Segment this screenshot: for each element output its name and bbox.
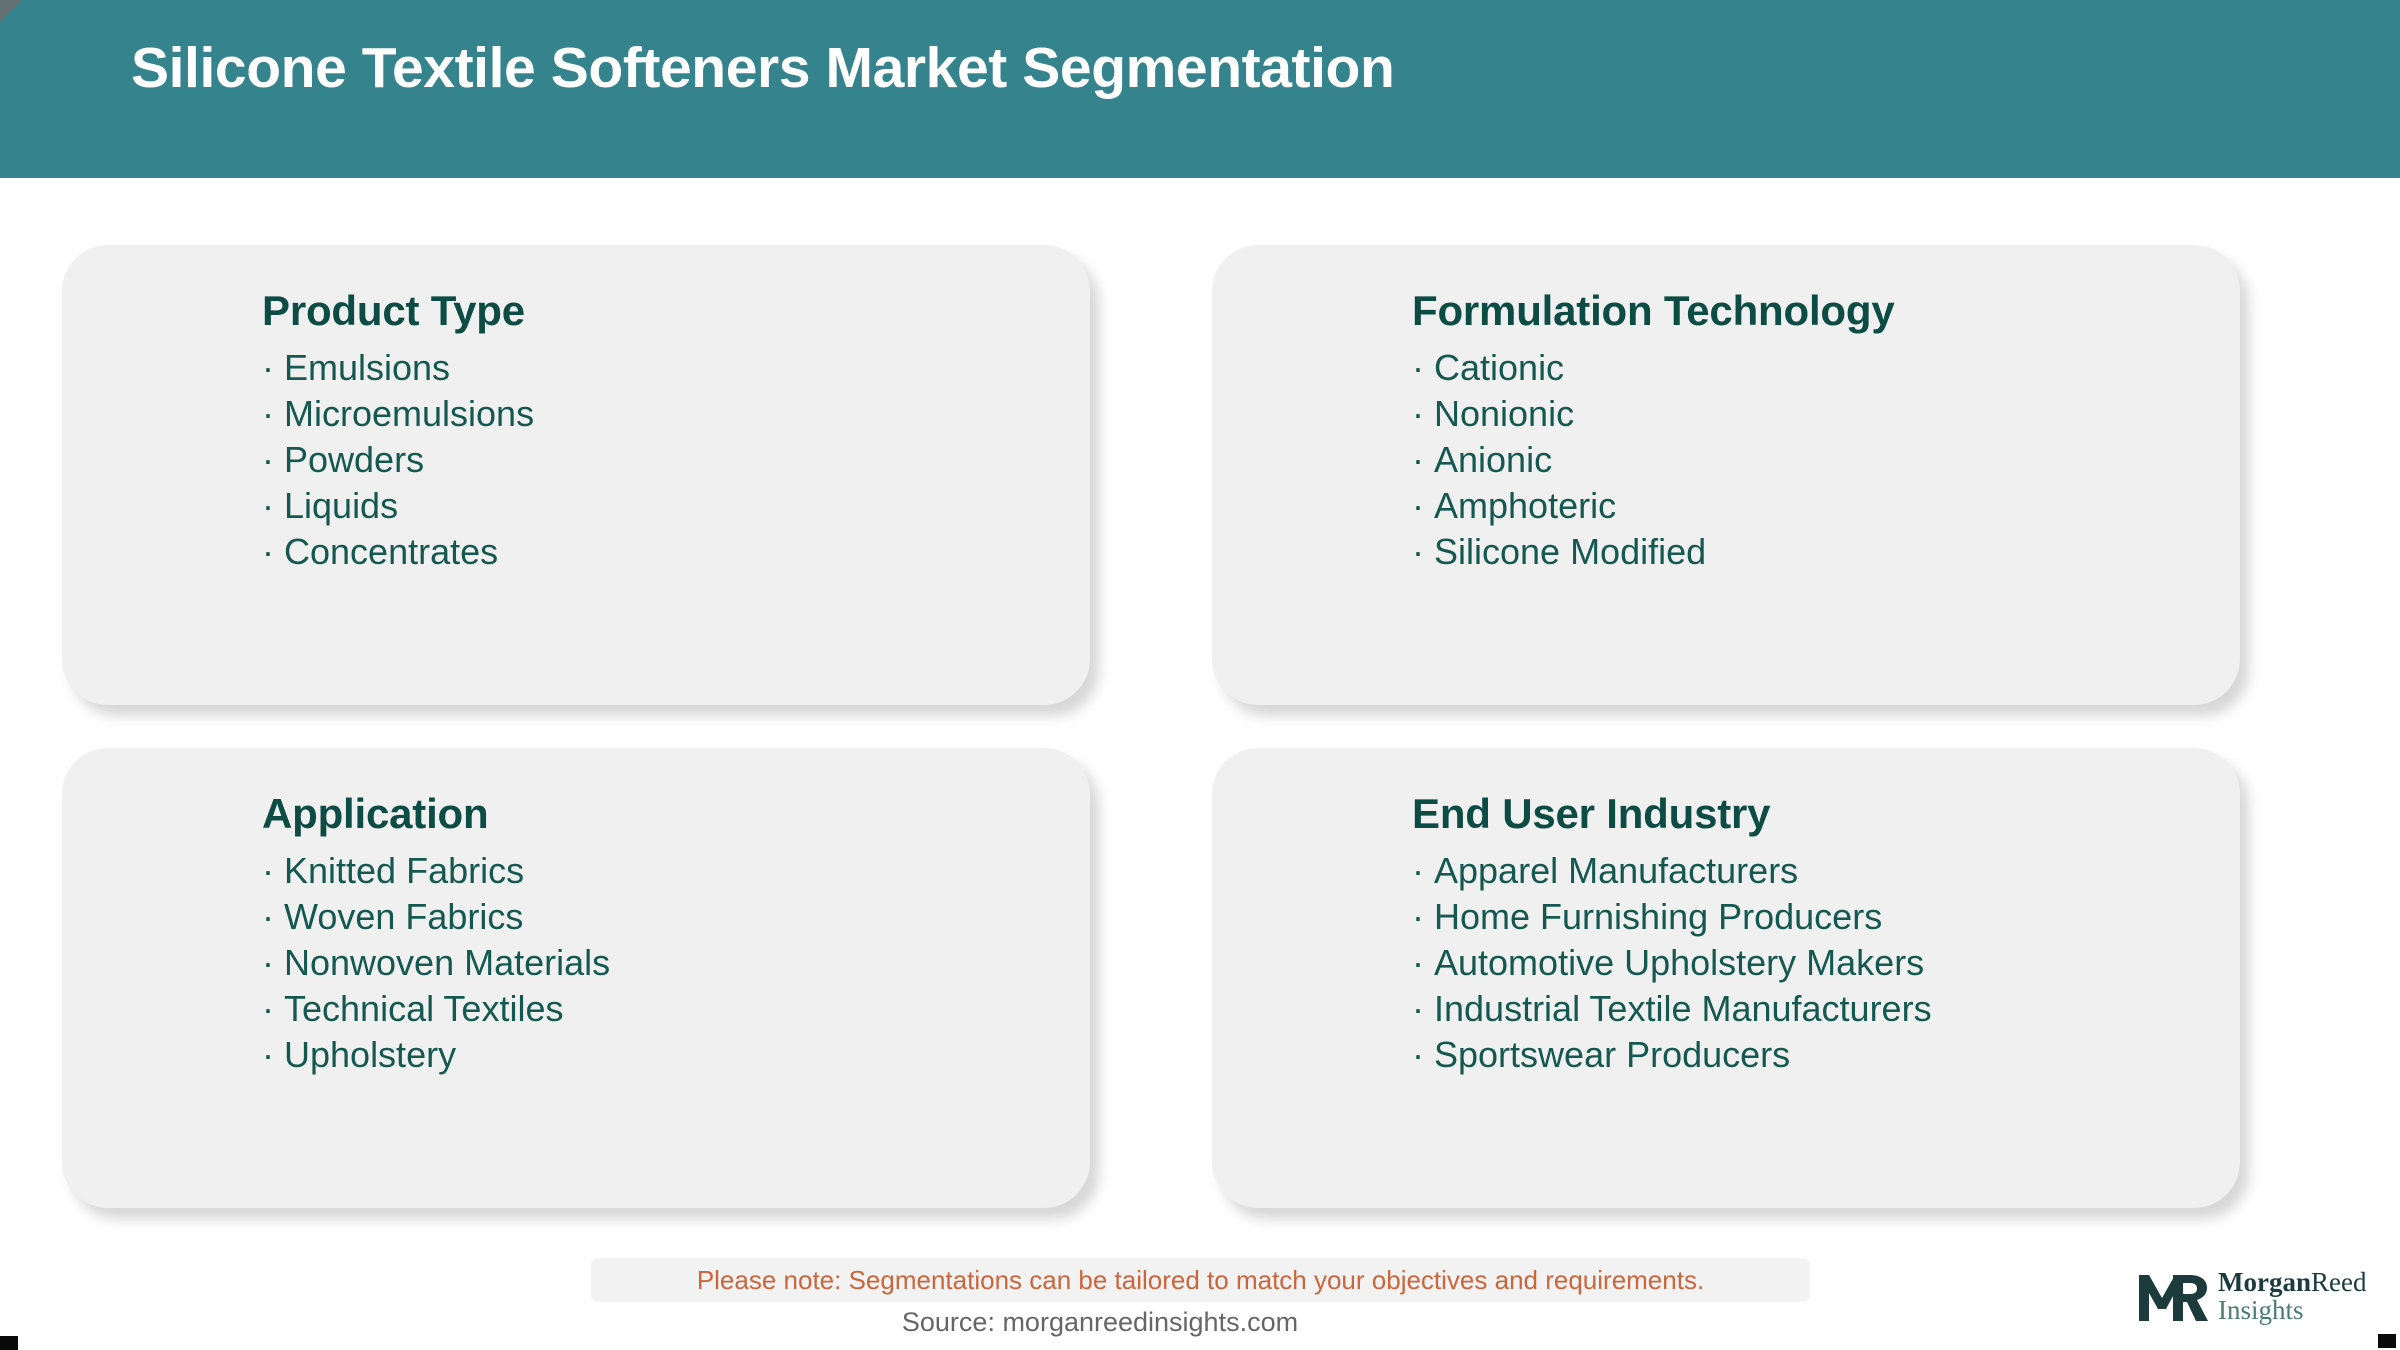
list-item: · Technical Textiles — [262, 986, 1030, 1032]
list-item-label: Liquids — [284, 485, 399, 526]
list-item-label: Anionic — [1434, 439, 1553, 480]
bullet-icon: · — [1412, 988, 1424, 1029]
list-item: · Apparel Manufacturers — [1412, 848, 2180, 894]
card-content: Application · Knitted Fabrics · Woven Fabr… — [62, 790, 1090, 1078]
list-item: · Cationic — [1412, 345, 2180, 391]
list-item-label: Knitted Fabrics — [284, 850, 525, 891]
card-list: · Cationic · Nonionic · Anionic · Amphoteric… — [1412, 345, 2180, 575]
list-item: · Liquids — [262, 483, 1030, 529]
segmentation-card: Application · Knitted Fabrics · Woven Fabr… — [62, 748, 1090, 1208]
list-item: · Woven Fabrics — [262, 894, 1030, 940]
logo-wordmark: MorganReed Insights — [2218, 1269, 2366, 1324]
list-item-label: Concentrates — [284, 531, 499, 572]
list-item: · Nonwoven Materials — [262, 940, 1030, 986]
list-item-label: Apparel Manufacturers — [1434, 850, 1799, 891]
card-content: End User Industry · Apparel Manufacturers… — [1212, 790, 2240, 1078]
card-heading: Formulation Technology — [1412, 287, 1895, 334]
bullet-icon: · — [1412, 393, 1424, 434]
list-item-label: Amphoteric — [1434, 485, 1617, 526]
source-label: Source: morganreedinsights.com — [901, 1307, 1299, 1337]
segmentation-card: End User Industry · Apparel Manufacturers… — [1212, 748, 2240, 1208]
list-item: · Automotive Upholstery Makers — [1412, 940, 2180, 986]
list-item: · Knitted Fabrics — [262, 848, 1030, 894]
list-item: · Anionic — [1412, 437, 2180, 483]
bullet-icon: · — [262, 393, 274, 434]
list-item: · Concentrates — [262, 529, 1030, 575]
list-item: · Upholstery — [262, 1032, 1030, 1078]
bullet-icon: · — [262, 850, 274, 891]
list-item: · Sportswear Producers — [1412, 1032, 2180, 1078]
card-list: · Apparel Manufacturers · Home Furnishing … — [1412, 848, 2180, 1078]
card-list: · Emulsions · Microemulsions · Powders · Liq… — [262, 345, 1030, 575]
logo-tagline: Insights — [2218, 1295, 2304, 1325]
corner-marker-left — [0, 1336, 18, 1350]
list-item: · Amphoteric — [1412, 483, 2180, 529]
list-item: · Microemulsions — [262, 391, 1030, 437]
list-item-label: Home Furnishing Producers — [1434, 896, 1883, 937]
card-list: · Knitted Fabrics · Woven Fabrics · Nonwove… — [262, 848, 1030, 1078]
list-item-label: Woven Fabrics — [284, 896, 524, 937]
list-item: · Silicone Modified — [1412, 529, 2180, 575]
mr-monogram-icon — [2139, 1275, 2208, 1321]
list-item-label: Nonionic — [1434, 393, 1575, 434]
card-heading: Product Type — [262, 287, 525, 334]
list-item-label: Microemulsions — [284, 393, 535, 434]
card-content: Formulation Technology · Cationic · Nonion… — [1212, 287, 2240, 575]
list-item-label: Industrial Textile Manufacturers — [1434, 988, 1932, 1029]
bullet-icon: · — [1412, 896, 1424, 937]
list-item: · Home Furnishing Producers — [1412, 894, 2180, 940]
logo-company-name: MorganReed — [2218, 1269, 2366, 1297]
segmentation-card: Formulation Technology · Cationic · Nonion… — [1212, 245, 2240, 705]
list-item-label: Technical Textiles — [284, 988, 564, 1029]
bullet-icon: · — [1412, 485, 1424, 526]
list-item: · Industrial Textile Manufacturers — [1412, 986, 2180, 1032]
logo-name-light: Reed — [2310, 1267, 2367, 1298]
bullet-icon: · — [1412, 1034, 1424, 1075]
bullet-icon: · — [262, 531, 274, 572]
customization-note: Please note: Segmentations can be tailor… — [591, 1258, 1810, 1302]
logo-name-bold: Morgan — [2218, 1267, 2311, 1298]
bullet-icon: · — [262, 439, 274, 480]
customization-note-label: Please note: Segmentations can be tailor… — [696, 1264, 1705, 1295]
list-item-label: Cationic — [1434, 347, 1565, 388]
segmentation-card: Product Type · Emulsions · Microemulsions … — [62, 245, 1090, 705]
bullet-icon: · — [262, 485, 274, 526]
list-item: · Powders — [262, 437, 1030, 483]
card-heading: End User Industry — [1412, 790, 1771, 837]
list-item: · Nonionic — [1412, 391, 2180, 437]
list-item-label: Sportswear Producers — [1434, 1034, 1791, 1075]
list-item-label: Automotive Upholstery Makers — [1434, 942, 1925, 983]
segmentation-card-grid: Product Type · Emulsions · Microemulsions … — [0, 178, 2400, 1238]
bullet-icon: · — [262, 942, 274, 983]
bullet-icon: · — [1412, 942, 1424, 983]
bullet-icon: · — [262, 1034, 274, 1075]
list-item-label: Silicone Modified — [1434, 531, 1707, 572]
bullet-icon: · — [1412, 531, 1424, 572]
page-title: Silicone Textile Softeners Market Segmen… — [131, 36, 1395, 100]
brand-logo: MorganReed Insights — [2137, 1262, 2367, 1332]
bullet-icon: · — [262, 896, 274, 937]
bullet-icon: · — [1412, 439, 1424, 480]
card-content: Product Type · Emulsions · Microemulsions … — [62, 287, 1090, 575]
bullet-icon: · — [262, 347, 274, 388]
bullet-icon: · — [262, 988, 274, 1029]
list-item-label: Emulsions — [284, 347, 451, 388]
header-banner: Silicone Textile Softeners Market Segmen… — [0, 0, 2400, 178]
list-item: · Emulsions — [262, 345, 1030, 391]
bullet-icon: · — [1412, 850, 1424, 891]
corner-artifact-icon — [0, 0, 22, 22]
list-item-label: Powders — [284, 439, 425, 480]
list-item-label: Upholstery — [284, 1034, 457, 1075]
list-item-label: Nonwoven Materials — [284, 942, 611, 983]
card-heading: Application — [262, 790, 489, 837]
corner-marker-right — [2378, 1334, 2396, 1348]
bullet-icon: · — [1412, 347, 1424, 388]
